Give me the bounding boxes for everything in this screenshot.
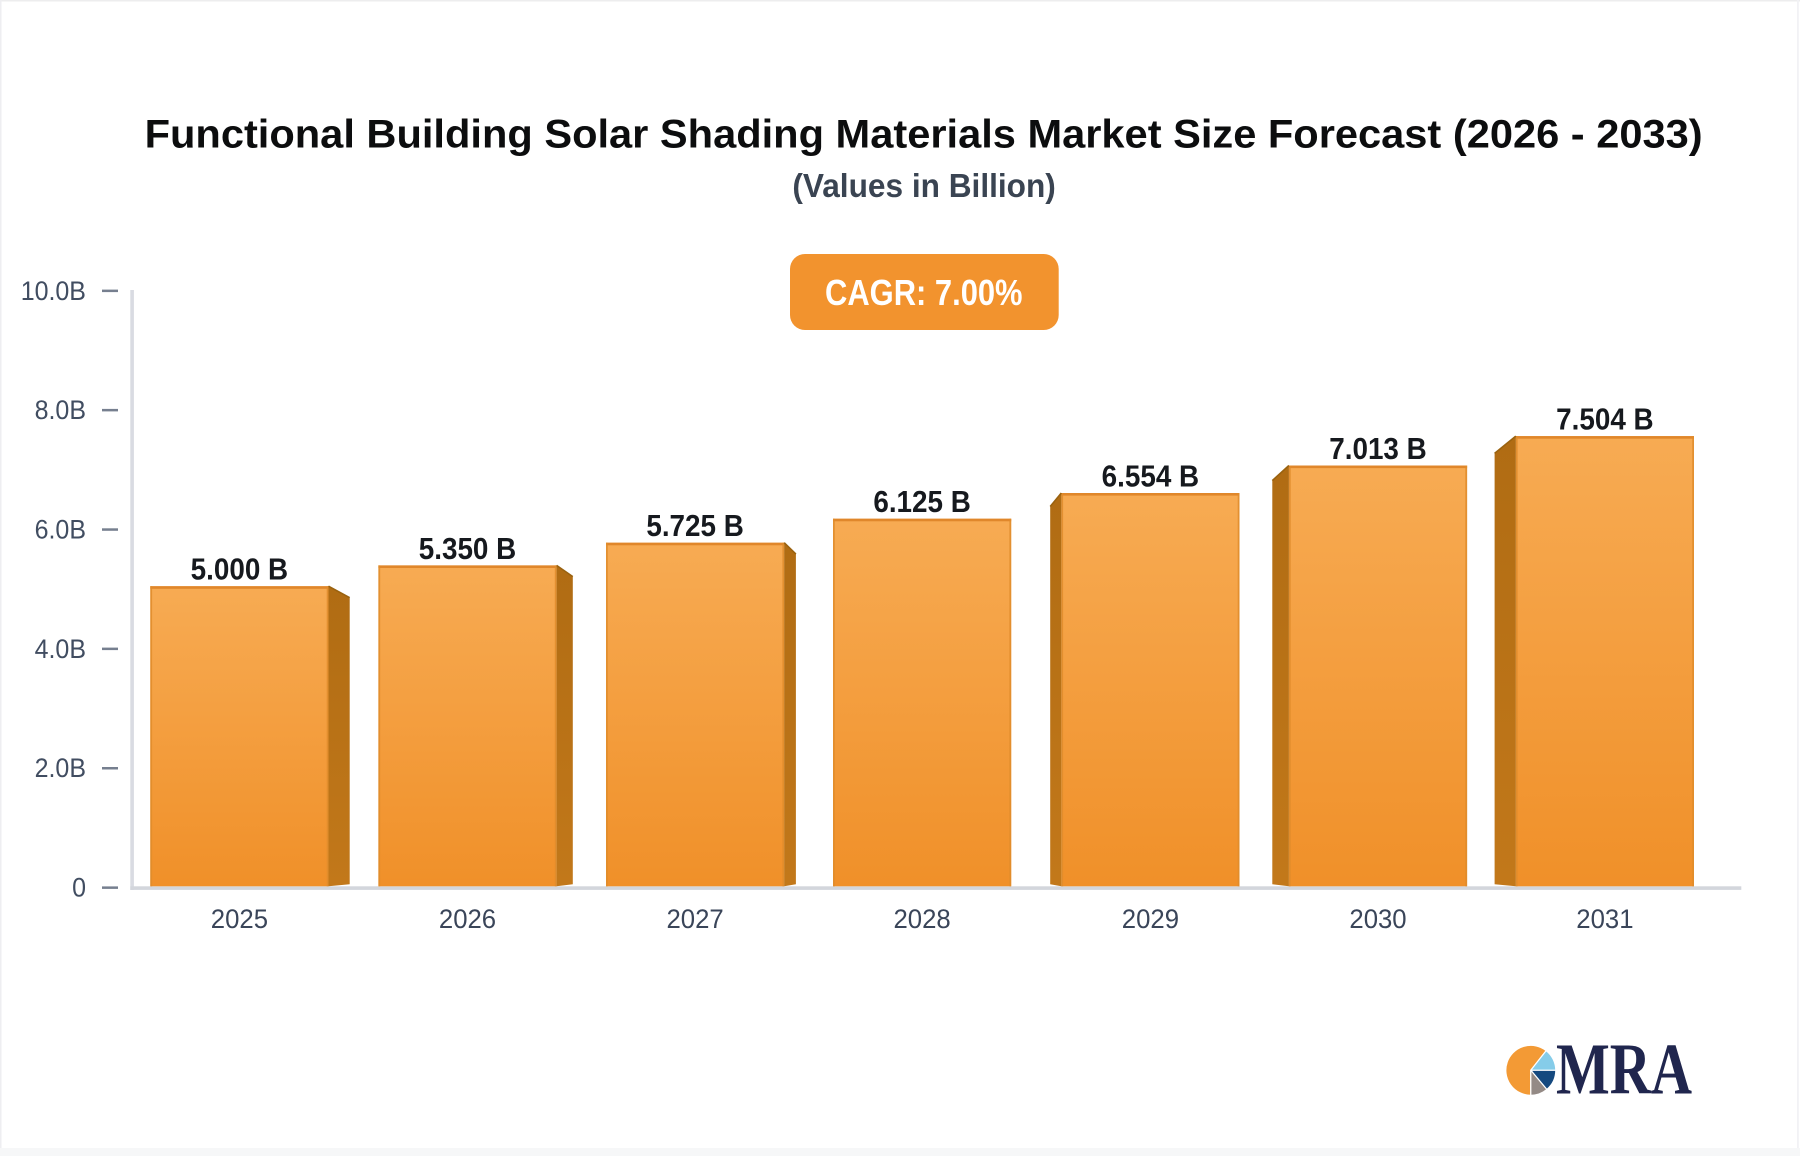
svg-text:Functional Building Solar Shad: Functional Building Solar Shading Materi… [145, 113, 1703, 157]
svg-text:CAGR: 7.00%: CAGR: 7.00% [825, 272, 1023, 313]
svg-text:2029: 2029 [1122, 903, 1179, 934]
svg-text:5.350 B: 5.350 B [419, 531, 517, 566]
svg-text:10.0B: 10.0B [21, 276, 86, 306]
svg-text:2027: 2027 [667, 903, 724, 934]
svg-text:2.0B: 2.0B [35, 753, 86, 783]
svg-text:2028: 2028 [894, 903, 951, 934]
svg-text:2031: 2031 [1576, 903, 1633, 934]
svg-text:4.0B: 4.0B [35, 634, 86, 664]
svg-text:6.125 B: 6.125 B [873, 484, 971, 519]
svg-text:5.725 B: 5.725 B [646, 508, 744, 543]
svg-text:2025: 2025 [211, 903, 268, 934]
svg-text:MRA: MRA [1556, 1029, 1692, 1110]
svg-text:7.013 B: 7.013 B [1329, 431, 1427, 466]
svg-text:0: 0 [72, 873, 86, 903]
svg-text:7.504 B: 7.504 B [1556, 402, 1654, 437]
svg-text:2026: 2026 [439, 903, 496, 934]
svg-text:2030: 2030 [1349, 903, 1406, 934]
svg-text:8.0B: 8.0B [35, 395, 86, 425]
svg-text:6.0B: 6.0B [35, 515, 86, 545]
svg-text:6.554 B: 6.554 B [1102, 459, 1200, 494]
svg-text:(Values in Billion): (Values in Billion) [792, 167, 1056, 204]
svg-text:5.000 B: 5.000 B [191, 552, 289, 587]
